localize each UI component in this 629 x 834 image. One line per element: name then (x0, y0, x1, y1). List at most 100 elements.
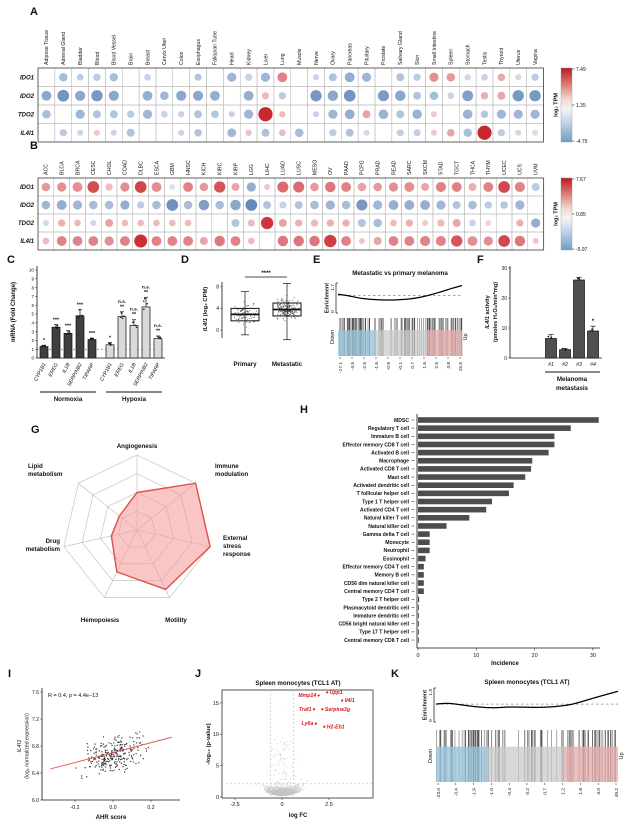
svg-text:TIPARP: TIPARP (82, 362, 96, 381)
panel-f-label: F (477, 254, 484, 266)
svg-text:30: 30 (590, 653, 596, 659)
svg-text:***: *** (77, 303, 84, 309)
svg-text:2: 2 (31, 338, 34, 343)
svg-text:Eosinophil: Eosinophil (383, 556, 410, 562)
panel-b-colorbar: 7.67 0.85 -5.97 log₂ TPM (554, 177, 588, 253)
svg-text:DLBC: DLBC (139, 161, 145, 175)
svg-text:Hypoxia: Hypoxia (122, 396, 147, 403)
svg-text:Up: Up (463, 333, 469, 340)
svg-text:3: 3 (31, 329, 34, 334)
svg-text:10: 10 (213, 732, 219, 738)
svg-text:****: **** (261, 271, 271, 277)
svg-text:-2.5: -2.5 (230, 802, 239, 808)
svg-text:(pmoles H₂O₂/min*mg): (pmoles H₂O₂/min*mg) (493, 282, 499, 342)
svg-text:THYM: THYM (486, 160, 492, 175)
svg-text:10: 10 (501, 326, 507, 332)
svg-text:Immune: Immune (215, 463, 239, 470)
svg-text:Gamma delta T cell: Gamma delta T cell (363, 532, 410, 538)
svg-text:Natural killer T cell: Natural killer T cell (364, 516, 410, 522)
svg-text:Kidney: Kidney (246, 49, 252, 65)
svg-text:Natural killer cell: Natural killer cell (368, 524, 409, 530)
svg-text:Type 2 T helper cell: Type 2 T helper cell (362, 597, 409, 603)
svg-text:Blood Vessel: Blood Vessel (112, 35, 118, 65)
svg-text:metastasis: metastasis (556, 385, 589, 392)
svg-text:8: 8 (31, 285, 34, 290)
svg-text:Hemopoiesis: Hemopoiesis (81, 617, 120, 624)
svg-text:TGCT: TGCT (455, 160, 461, 175)
svg-text:ESCA: ESCA (154, 160, 160, 175)
svg-text:7.2: 7.2 (32, 717, 39, 723)
svg-text:IL1B: IL1B (127, 362, 138, 375)
svg-text:IDO1: IDO1 (20, 75, 35, 81)
svg-text:15: 15 (213, 701, 219, 707)
svg-text:-1.9: -1.9 (471, 788, 477, 797)
svg-text:4: 4 (31, 321, 34, 326)
svg-text:-0.1: -0.1 (398, 362, 404, 371)
svg-text:0: 0 (216, 328, 219, 334)
svg-text:10: 10 (473, 653, 479, 659)
svg-text:Activated CD8 T cell: Activated CD8 T cell (360, 467, 410, 473)
panel-j-label: J (195, 668, 202, 680)
svg-text:Central memory CD4 T cell: Central memory CD4 T cell (344, 589, 409, 595)
svg-text:Macrophage: Macrophage (379, 459, 409, 465)
svg-text:1.9: 1.9 (428, 689, 434, 696)
svg-text:IL4I1: IL4I1 (20, 239, 34, 245)
svg-text:Serpina3g: Serpina3g (325, 707, 351, 713)
svg-text:-2.5: -2.5 (362, 362, 368, 371)
svg-text:Down: Down (330, 330, 336, 344)
svg-text:EREG: EREG (114, 362, 126, 378)
svg-text:R = 0.4, p = 4.4e−13: R = 0.4, p = 4.4e−13 (48, 693, 98, 699)
svg-text:1.6: 1.6 (422, 362, 428, 369)
svg-text:KIRC: KIRC (218, 162, 224, 175)
panel-h-label: H (300, 404, 308, 416)
svg-text:30: 30 (501, 266, 507, 272)
svg-text:#3: #3 (576, 362, 582, 368)
svg-text:Type 1 T helper cell: Type 1 T helper cell (362, 499, 409, 505)
svg-text:LUSC: LUSC (297, 161, 303, 175)
svg-text:Drug: Drug (46, 538, 61, 545)
svg-text:SARC: SARC (407, 160, 413, 175)
panel-e-gsea: Metastatic vs primary melanoma 1.7 0Enrich… (325, 270, 470, 373)
svg-text:KIRP: KIRP (233, 162, 239, 175)
svg-text:Spleen: Spleen (449, 49, 455, 65)
svg-text:CYP1B1: CYP1B1 (33, 362, 48, 382)
svg-text:Activated dendritic cell: Activated dendritic cell (353, 483, 409, 489)
svg-text:0.85: 0.85 (576, 212, 586, 218)
svg-text:**: ** (120, 304, 125, 310)
svg-text:6.4: 6.4 (32, 771, 39, 777)
svg-text:BLCA: BLCA (60, 161, 66, 175)
svg-text:UVM: UVM (534, 163, 540, 175)
svg-text:Down: Down (428, 749, 434, 763)
svg-text:-3.5: -3.5 (350, 362, 356, 371)
svg-text:#1: #1 (548, 362, 554, 368)
svg-text:ACC: ACC (44, 164, 50, 175)
svg-text:STAD: STAD (439, 161, 445, 175)
svg-text:Liver: Liver (263, 53, 269, 65)
svg-text:Breast: Breast (145, 49, 151, 65)
svg-text:Melanoma: Melanoma (557, 376, 588, 383)
svg-text:***: *** (89, 331, 96, 337)
svg-text:7: 7 (31, 294, 34, 299)
svg-text:Normoxia: Normoxia (54, 396, 83, 403)
svg-text:log₂ TPM: log₂ TPM (554, 202, 560, 226)
svg-text:T follicular helper cell: T follicular helper cell (357, 491, 410, 497)
panel-b-dot-matrix: ACC BLCA BRCA CESC CHOL COAD DLBC ESCA GBM HNSC KI… (18, 160, 545, 251)
svg-text:Muscle: Muscle (297, 48, 303, 65)
svg-text:BRCA: BRCA (75, 160, 81, 175)
svg-text:TDO2: TDO2 (18, 221, 35, 227)
svg-text:Il4i1: Il4i1 (345, 698, 355, 704)
svg-text:20: 20 (532, 653, 538, 659)
svg-text:HNSC: HNSC (186, 160, 192, 175)
svg-text:LIHC: LIHC (265, 163, 271, 175)
svg-text:Central memory CD8 T cell: Central memory CD8 T cell (344, 638, 409, 644)
svg-text:7.67: 7.67 (576, 177, 586, 183)
svg-text:Regulatory T cell: Regulatory T cell (368, 426, 410, 432)
panel-k-gsea: Spleen monocytes (TCL1 AT) 1.9 0Enrichment… (423, 679, 626, 799)
panel-d-box-plot: 0 4 8 IL4I1 (log₂ CPM) Primary Metastatic **** (203, 271, 303, 368)
panel-e-label: E (313, 254, 321, 266)
svg-text:0: 0 (428, 719, 434, 722)
svg-text:AHR score: AHR score (96, 815, 127, 821)
